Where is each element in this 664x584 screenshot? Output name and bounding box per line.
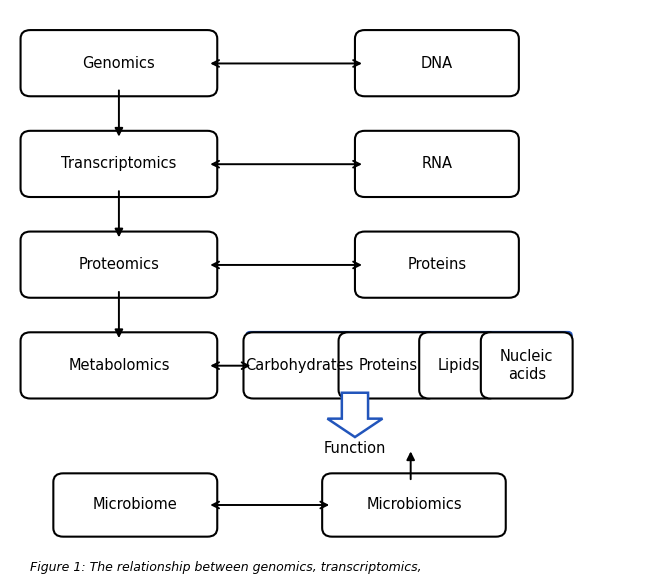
Text: DNA: DNA xyxy=(421,55,453,71)
Polygon shape xyxy=(327,393,382,437)
Text: Metabolomics: Metabolomics xyxy=(68,358,170,373)
Text: Figure 1: The relationship between genomics, transcriptomics,: Figure 1: The relationship between genom… xyxy=(31,561,422,574)
FancyBboxPatch shape xyxy=(21,131,217,197)
Text: Proteins: Proteins xyxy=(407,257,467,272)
Text: RNA: RNA xyxy=(422,157,452,172)
Text: Function: Function xyxy=(324,441,386,456)
Text: Nucleic
acids: Nucleic acids xyxy=(500,349,554,381)
FancyBboxPatch shape xyxy=(53,474,217,537)
FancyBboxPatch shape xyxy=(21,30,217,96)
Text: Proteins: Proteins xyxy=(358,358,417,373)
Text: Genomics: Genomics xyxy=(82,55,155,71)
Text: Microbiome: Microbiome xyxy=(93,498,178,513)
FancyBboxPatch shape xyxy=(339,332,437,398)
FancyBboxPatch shape xyxy=(21,231,217,298)
Text: Transcriptomics: Transcriptomics xyxy=(61,157,177,172)
FancyBboxPatch shape xyxy=(355,131,519,197)
FancyBboxPatch shape xyxy=(322,474,506,537)
FancyBboxPatch shape xyxy=(244,332,355,398)
Text: Proteomics: Proteomics xyxy=(78,257,159,272)
FancyBboxPatch shape xyxy=(481,332,572,398)
FancyBboxPatch shape xyxy=(419,332,498,398)
Text: Microbiomics: Microbiomics xyxy=(366,498,461,513)
Text: Carbohydrates: Carbohydrates xyxy=(245,358,353,373)
FancyBboxPatch shape xyxy=(21,332,217,398)
FancyBboxPatch shape xyxy=(355,231,519,298)
Text: Lipids: Lipids xyxy=(438,358,480,373)
FancyBboxPatch shape xyxy=(355,30,519,96)
